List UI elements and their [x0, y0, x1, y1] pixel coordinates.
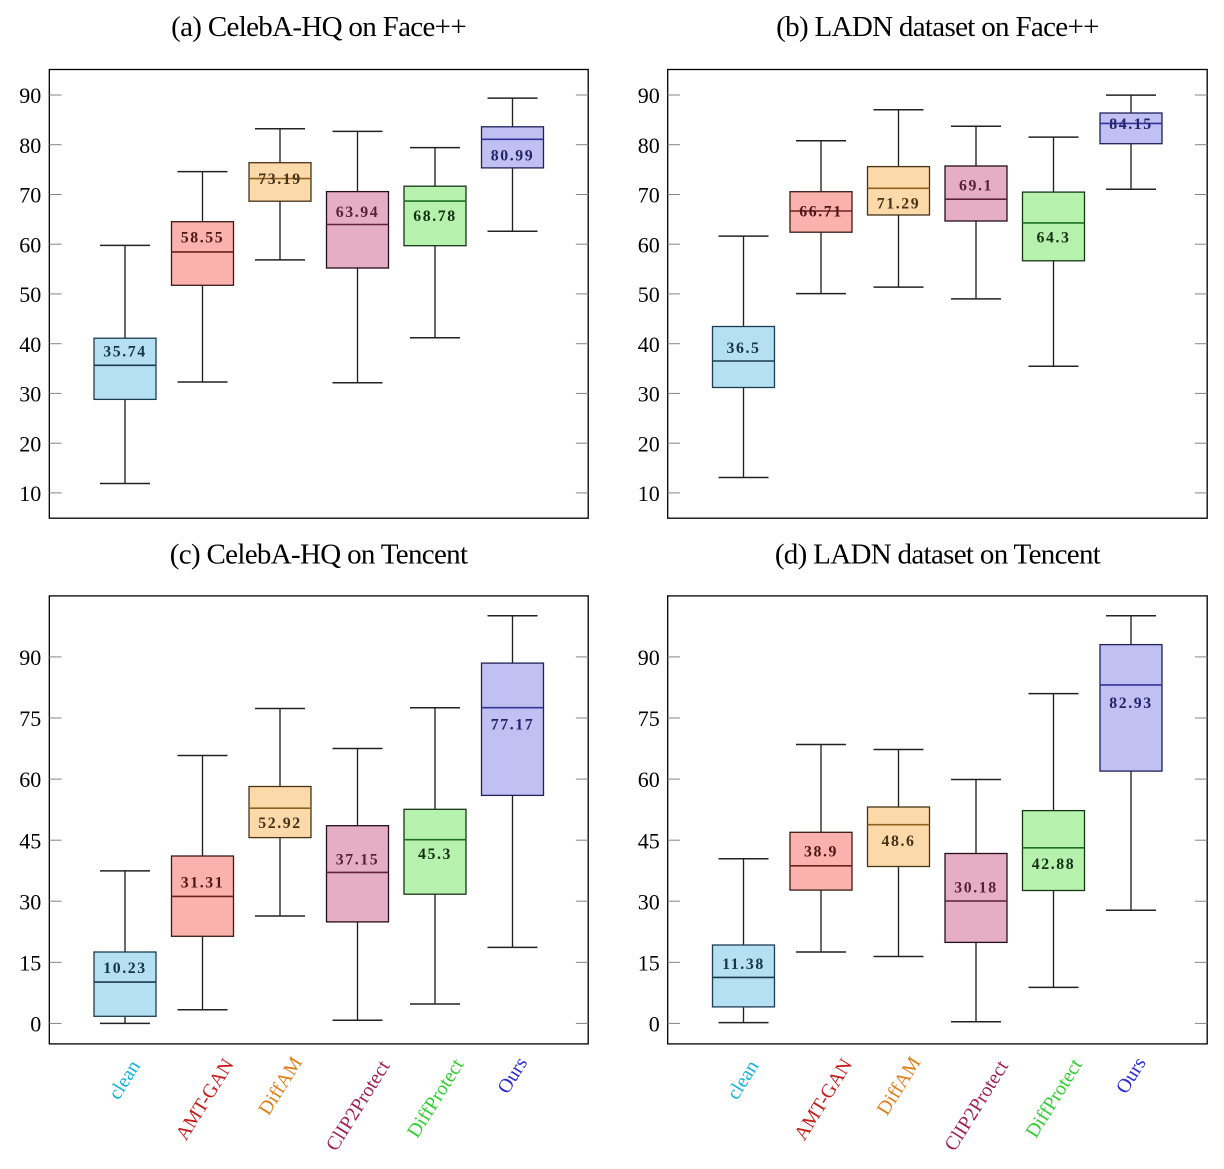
- svg-text:90: 90: [19, 645, 41, 670]
- svg-text:80: 80: [19, 133, 41, 158]
- svg-text:40: 40: [638, 332, 660, 357]
- svg-text:68.78: 68.78: [413, 208, 457, 225]
- svg-text:20: 20: [638, 431, 660, 456]
- svg-text:30: 30: [638, 889, 660, 914]
- svg-text:60: 60: [19, 767, 41, 792]
- svg-text:10.23: 10.23: [103, 960, 147, 977]
- svg-text:73.19: 73.19: [258, 171, 302, 188]
- svg-text:15: 15: [638, 950, 660, 975]
- svg-text:63.94: 63.94: [336, 204, 380, 221]
- svg-text:70: 70: [638, 183, 660, 208]
- svg-text:66.71: 66.71: [799, 204, 843, 221]
- svg-text:11.38: 11.38: [722, 956, 765, 973]
- svg-text:80: 80: [638, 133, 660, 158]
- svg-text:30: 30: [638, 382, 660, 407]
- svg-text:30.18: 30.18: [954, 880, 998, 897]
- svg-text:77.17: 77.17: [491, 717, 535, 734]
- svg-text:(b) LADN dataset on Face++: (b) LADN dataset on Face++: [776, 11, 1099, 43]
- svg-text:35.74: 35.74: [103, 344, 147, 361]
- svg-text:45: 45: [19, 828, 41, 853]
- svg-text:37.15: 37.15: [336, 852, 380, 869]
- svg-text:60: 60: [638, 232, 660, 257]
- svg-text:30: 30: [19, 382, 41, 407]
- svg-text:15: 15: [19, 950, 41, 975]
- svg-text:0: 0: [649, 1012, 660, 1037]
- svg-text:36.5: 36.5: [726, 340, 760, 357]
- svg-text:60: 60: [19, 232, 41, 257]
- svg-text:75: 75: [638, 706, 660, 731]
- svg-text:10: 10: [638, 481, 660, 506]
- svg-text:(d) LADN dataset on Tencent: (d) LADN dataset on Tencent: [775, 538, 1101, 570]
- svg-text:71.29: 71.29: [877, 195, 921, 212]
- svg-text:52.92: 52.92: [258, 815, 302, 832]
- svg-text:10: 10: [19, 481, 41, 506]
- svg-text:0: 0: [30, 1012, 41, 1037]
- svg-text:31.31: 31.31: [181, 875, 225, 892]
- svg-text:90: 90: [19, 83, 41, 108]
- svg-text:(a) CelebA-HQ on Face++: (a) CelebA-HQ on Face++: [171, 11, 466, 43]
- svg-text:80.99: 80.99: [491, 148, 535, 165]
- svg-text:75: 75: [19, 706, 41, 731]
- svg-text:38.9: 38.9: [804, 844, 838, 861]
- svg-text:82.93: 82.93: [1109, 695, 1153, 712]
- svg-text:70: 70: [19, 183, 41, 208]
- svg-text:42.88: 42.88: [1032, 856, 1076, 873]
- svg-text:48.6: 48.6: [881, 833, 915, 850]
- svg-text:64.3: 64.3: [1036, 229, 1070, 246]
- svg-text:58.55: 58.55: [181, 230, 225, 247]
- svg-text:50: 50: [638, 282, 660, 307]
- svg-text:90: 90: [638, 645, 660, 670]
- svg-text:20: 20: [19, 431, 41, 456]
- svg-text:30: 30: [19, 889, 41, 914]
- svg-text:60: 60: [638, 767, 660, 792]
- svg-text:45: 45: [638, 828, 660, 853]
- svg-text:(c) CelebA-HQ on Tencent: (c) CelebA-HQ on Tencent: [170, 538, 468, 570]
- svg-text:69.1: 69.1: [959, 177, 993, 194]
- svg-text:45.3: 45.3: [418, 846, 452, 863]
- svg-text:84.15: 84.15: [1109, 116, 1153, 133]
- svg-text:50: 50: [19, 282, 41, 307]
- svg-text:90: 90: [638, 83, 660, 108]
- svg-text:40: 40: [19, 332, 41, 357]
